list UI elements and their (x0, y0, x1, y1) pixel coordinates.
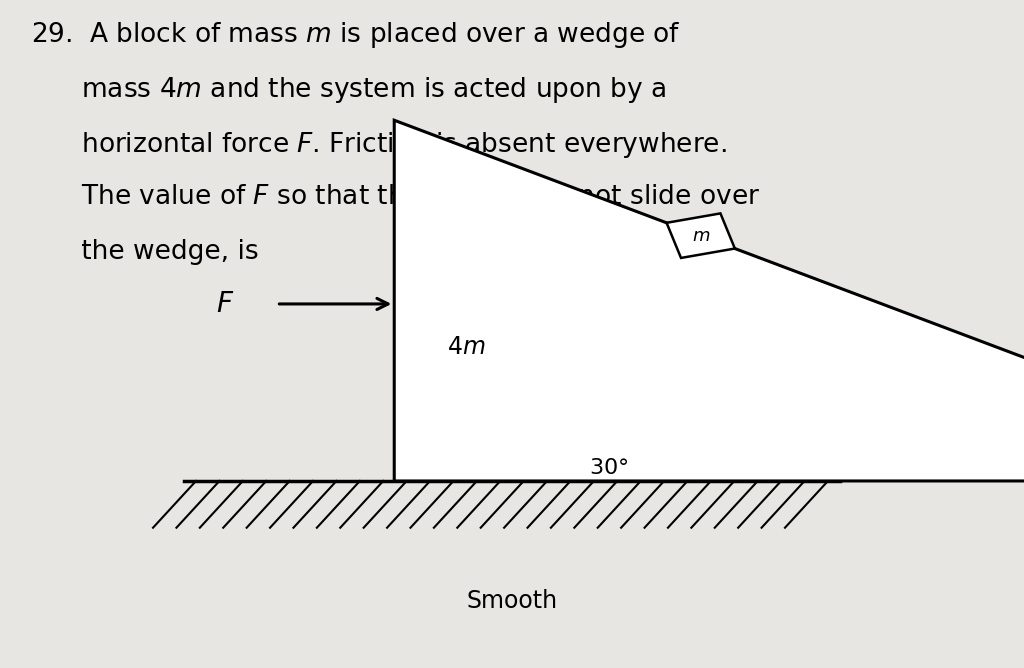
Text: mass $4m$ and the system is acted upon by a: mass $4m$ and the system is acted upon b… (31, 75, 666, 105)
Text: $m$: $m$ (691, 226, 710, 244)
Text: the wedge, is: the wedge, is (31, 239, 258, 265)
Text: 29.  A block of mass $m$ is placed over a wedge of: 29. A block of mass $m$ is placed over a… (31, 20, 681, 50)
Text: $F$: $F$ (216, 290, 234, 318)
Text: The value of $F$ so that the block does not slide over: The value of $F$ so that the block does … (31, 184, 760, 210)
Text: $4m$: $4m$ (446, 335, 485, 359)
Polygon shape (394, 120, 1024, 481)
Polygon shape (667, 213, 735, 258)
Text: Smooth: Smooth (467, 589, 557, 613)
Text: $30°$: $30°$ (589, 458, 628, 478)
Text: horizontal force $F$. Friction is absent everywhere.: horizontal force $F$. Friction is absent… (31, 130, 726, 160)
